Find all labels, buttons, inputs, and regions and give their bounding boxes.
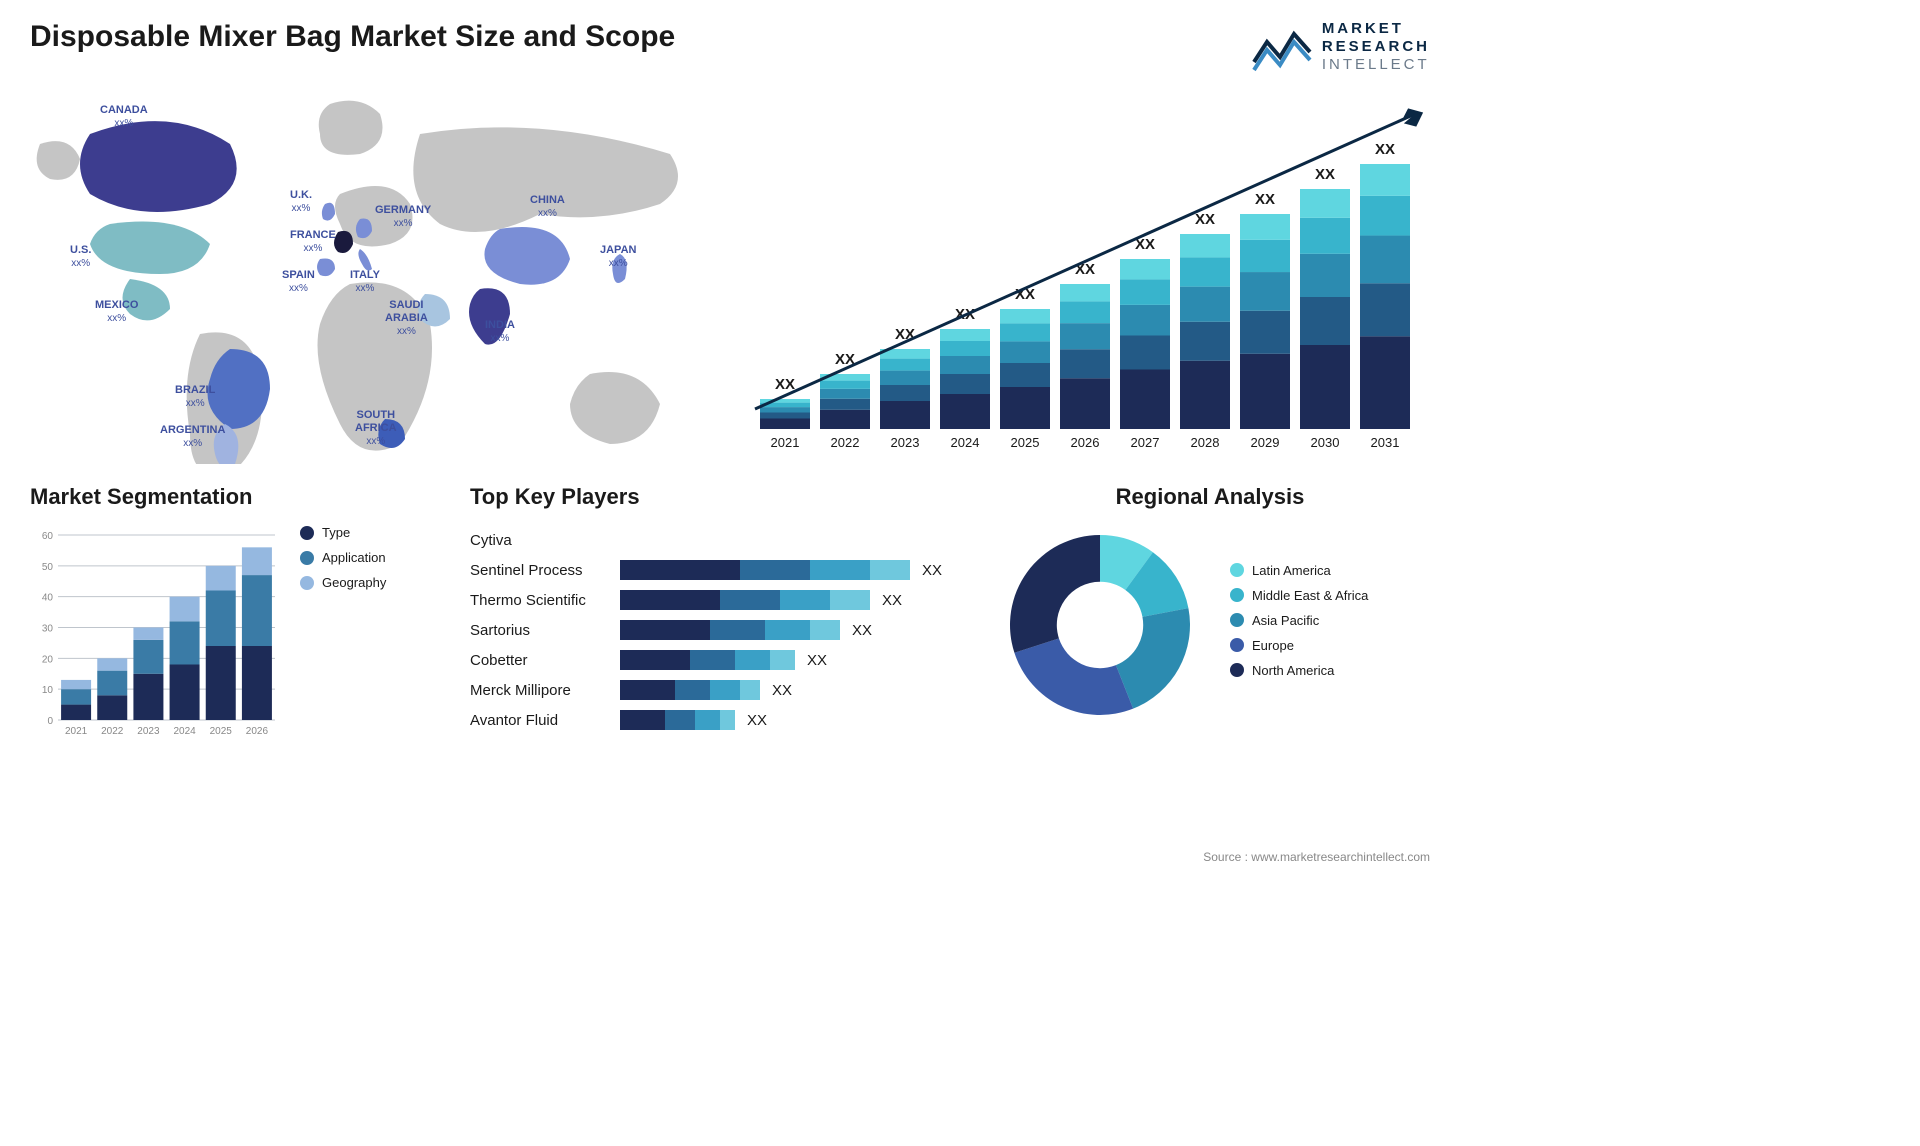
segmentation-panel: Market Segmentation 0 10 20 30 40 50 60 2021 202… [30,484,430,745]
growth-chart-panel: XX2021XX2022XX2023XX2024XX2025XX2026XX20… [750,84,1430,464]
country-label: BRAZILxx% [175,384,215,410]
svg-text:2021: 2021 [65,726,88,737]
country-label: INDIAxx% [485,319,515,345]
top-row: CANADAxx% U.S.xx% MEXICOxx% BRAZILxx% ARGENT… [0,74,1460,484]
logo-line2: RESEARCH [1322,38,1430,56]
country-label: MEXICOxx% [95,299,138,325]
svg-text:XX: XX [1255,191,1275,208]
legend-item: Asia Pacific [1230,613,1368,628]
country-label: SPAINxx% [282,269,315,295]
svg-text:30: 30 [42,624,54,635]
svg-text:2026: 2026 [246,726,269,737]
legend-item: Middle East & Africa [1230,588,1368,603]
segmentation-legend: Type Application Geography [300,525,386,745]
country-label: U.S.xx% [70,244,91,270]
logo-line1: MARKET [1322,20,1430,38]
segmentation-chart: 0 10 20 30 40 50 60 2021 2022 2023 2024 2025 2026 [30,525,280,745]
svg-text:2029: 2029 [1251,435,1280,450]
svg-text:2022: 2022 [831,435,860,450]
svg-text:50: 50 [42,562,54,573]
country-label: CHINAxx% [530,194,565,220]
country-label: ITALYxx% [350,269,380,295]
country-label: CANADAxx% [100,104,148,130]
header: Disposable Mixer Bag Market Size and Sco… [0,0,1460,74]
svg-text:2024: 2024 [173,726,196,737]
regional-donut [990,525,1210,725]
svg-text:0: 0 [47,716,53,727]
player-row: Thermo ScientificXX [470,585,950,615]
svg-text:2027: 2027 [1131,435,1160,450]
legend-item: Application [300,550,386,565]
svg-text:20: 20 [42,654,54,665]
bottom-row: Market Segmentation 0 10 20 30 40 50 60 2021 202… [0,484,1460,745]
country-label: GERMANYxx% [375,204,431,230]
country-label: U.K.xx% [290,189,312,215]
players-panel: Top Key Players CytivaSentinel ProcessXX… [470,484,950,745]
country-label: SOUTHAFRICAxx% [355,409,397,449]
country-label: FRANCExx% [290,229,336,255]
svg-text:XX: XX [775,376,795,393]
legend-item: Europe [1230,638,1368,653]
player-row: CobetterXX [470,645,950,675]
svg-text:XX: XX [1375,141,1395,158]
svg-text:40: 40 [42,593,54,604]
player-row: Cytiva [470,525,950,555]
legend-item: North America [1230,663,1368,678]
svg-text:2031: 2031 [1371,435,1400,450]
logo-line3: INTELLECT [1322,56,1430,74]
svg-text:2021: 2021 [771,435,800,450]
legend-item: Geography [300,575,386,590]
svg-text:2026: 2026 [1071,435,1100,450]
svg-text:XX: XX [1315,166,1335,183]
country-label: ARGENTINAxx% [160,424,225,450]
world-map-panel: CANADAxx% U.S.xx% MEXICOxx% BRAZILxx% ARGENT… [20,84,720,464]
svg-text:60: 60 [42,531,54,542]
svg-text:2024: 2024 [951,435,980,450]
page-title: Disposable Mixer Bag Market Size and Sco… [30,20,675,54]
regional-title: Regional Analysis [990,484,1430,510]
legend-item: Type [300,525,386,540]
svg-text:XX: XX [1195,211,1215,228]
player-row: SartoriusXX [470,615,950,645]
svg-text:2030: 2030 [1311,435,1340,450]
regional-panel: Regional Analysis Latin America Middle Ea… [990,484,1430,745]
svg-text:10: 10 [42,685,54,696]
regional-legend: Latin America Middle East & Africa Asia Pa… [1230,563,1368,688]
country-label: SAUDIARABIAxx% [385,299,428,339]
segmentation-title: Market Segmentation [30,484,430,510]
growth-chart: XX2021XX2022XX2023XX2024XX2025XX2026XX20… [750,84,1430,464]
legend-item: Latin America [1230,563,1368,578]
svg-text:2028: 2028 [1191,435,1220,450]
svg-text:2023: 2023 [891,435,920,450]
source-attribution: Source : www.marketresearchintellect.com [1203,850,1430,864]
player-row: Merck MilliporeXX [470,675,950,705]
player-row: Sentinel ProcessXX [470,555,950,585]
players-body: CytivaSentinel ProcessXXThermo Scientifi… [470,525,950,735]
svg-text:2025: 2025 [210,726,233,737]
logo-text: MARKET RESEARCH INTELLECT [1322,20,1430,74]
svg-text:2022: 2022 [101,726,124,737]
brand-logo: MARKET RESEARCH INTELLECT [1252,20,1430,74]
player-row: Avantor FluidXX [470,705,950,735]
country-label: JAPANxx% [600,244,636,270]
logo-mark-icon [1252,22,1312,72]
players-title: Top Key Players [470,484,950,510]
svg-text:2025: 2025 [1011,435,1040,450]
svg-text:2023: 2023 [137,726,160,737]
